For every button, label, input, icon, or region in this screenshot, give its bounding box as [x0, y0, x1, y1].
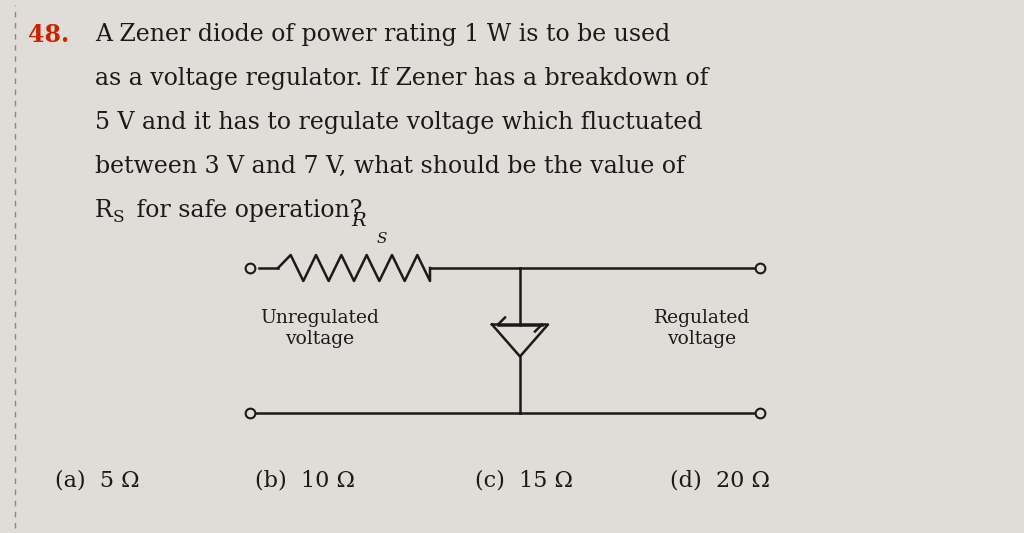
- Text: S: S: [377, 232, 387, 246]
- Text: between 3 V and 7 V, what should be the value of: between 3 V and 7 V, what should be the …: [95, 155, 685, 178]
- Text: (b)  10 Ω: (b) 10 Ω: [255, 469, 355, 491]
- Text: A Zener diode of power rating 1 W is to be used: A Zener diode of power rating 1 W is to …: [95, 23, 671, 46]
- Text: 48.: 48.: [28, 23, 70, 47]
- Text: (d)  20 Ω: (d) 20 Ω: [670, 469, 770, 491]
- Text: R: R: [351, 212, 367, 230]
- Text: R: R: [95, 199, 113, 222]
- Text: (a)  5 Ω: (a) 5 Ω: [55, 469, 139, 491]
- Text: 5 V and it has to regulate voltage which fluctuated: 5 V and it has to regulate voltage which…: [95, 111, 702, 134]
- Text: (c)  15 Ω: (c) 15 Ω: [475, 469, 573, 491]
- Text: S: S: [113, 209, 125, 226]
- Text: for safe operation?: for safe operation?: [129, 199, 362, 222]
- Text: Unregulated
voltage: Unregulated voltage: [260, 309, 379, 348]
- Text: as a voltage regulator. If Zener has a breakdown of: as a voltage regulator. If Zener has a b…: [95, 67, 709, 90]
- Text: Regulated
voltage: Regulated voltage: [653, 309, 750, 348]
